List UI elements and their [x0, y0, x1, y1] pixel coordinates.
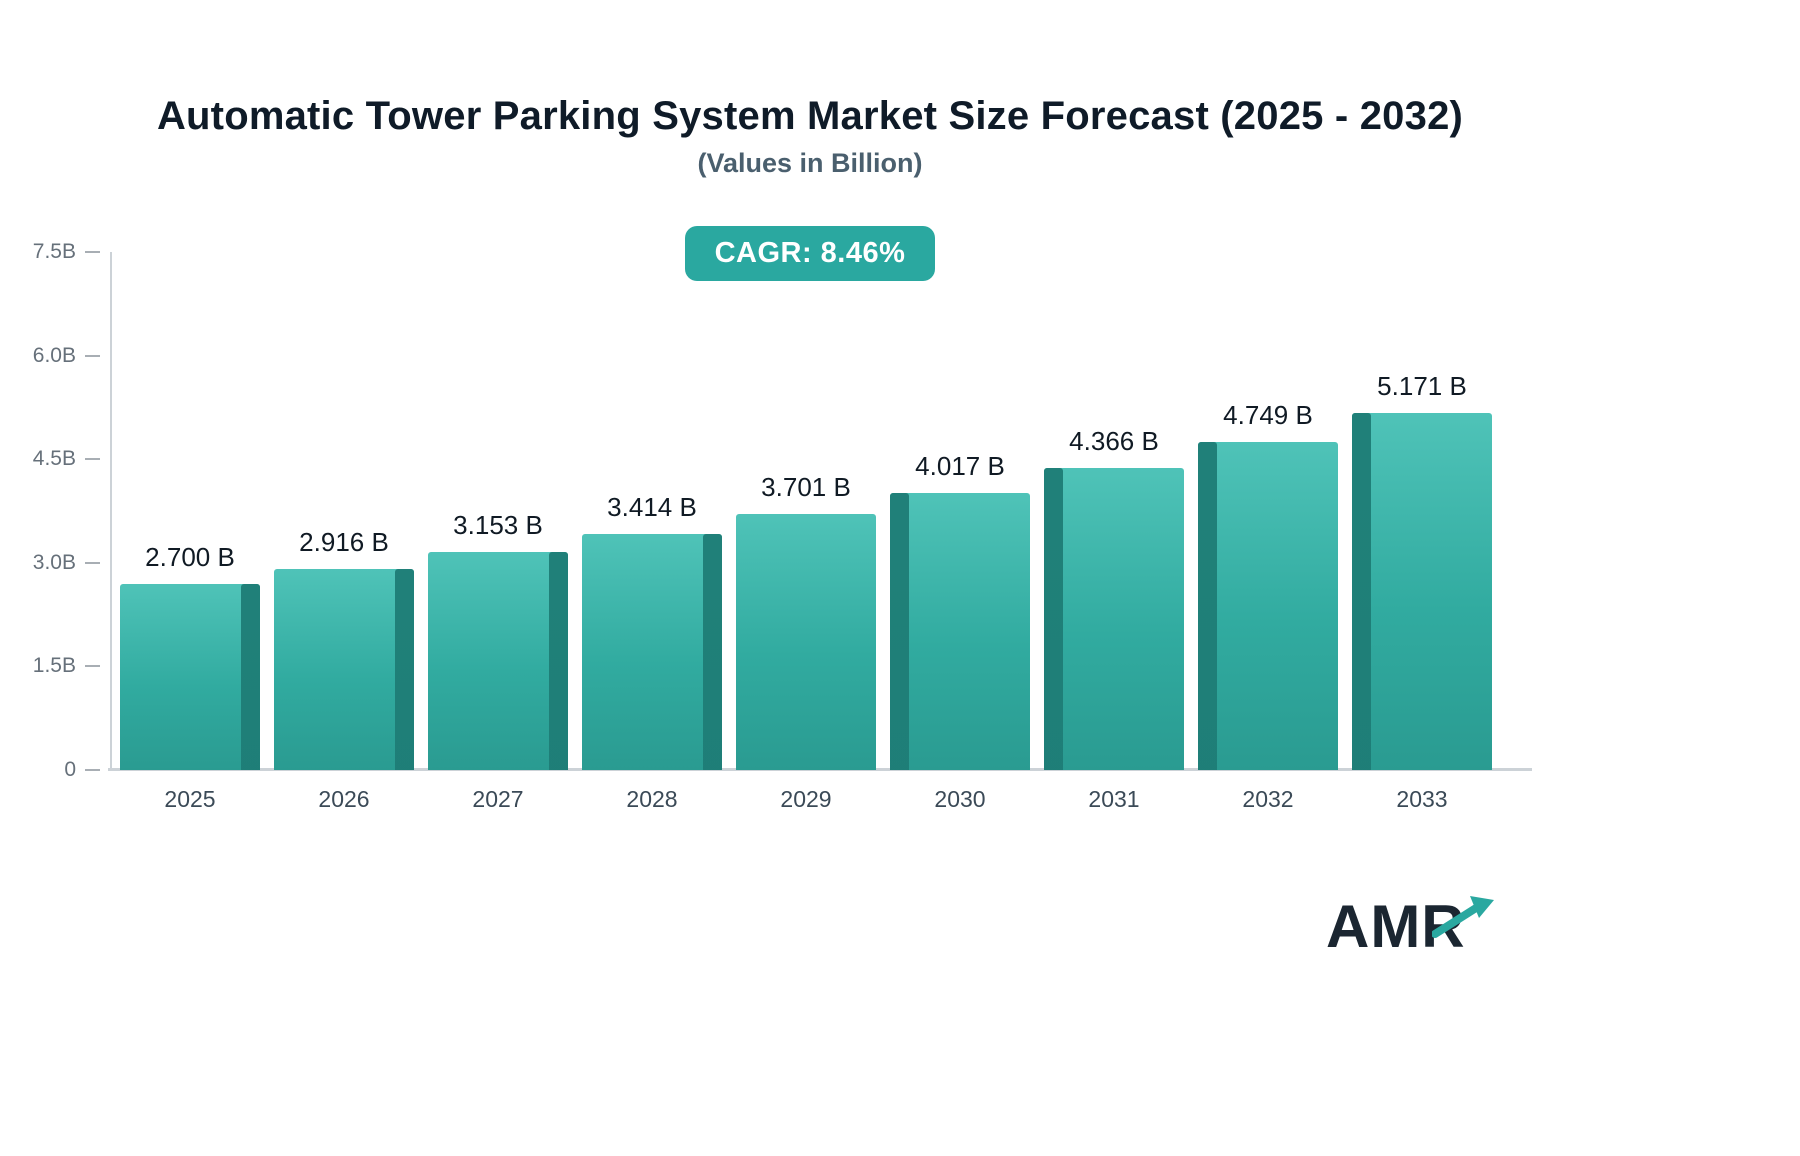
- x-axis-label: 2032: [1242, 786, 1294, 812]
- bar-value-label: 2.700 B: [145, 541, 235, 572]
- logo-arrow-icon: [1431, 895, 1494, 938]
- y-tick-mark: [85, 665, 100, 668]
- x-axis-label: 2027: [472, 786, 524, 812]
- x-axis-label: 2028: [626, 786, 678, 812]
- y-tick-label: 6.0B: [32, 343, 76, 367]
- x-axis-label: 2026: [318, 786, 370, 812]
- y-tick-mark: [85, 561, 100, 564]
- bar-value-label: 3.701 B: [761, 472, 851, 503]
- bar-shade: [395, 568, 414, 770]
- x-axis-label: 2029: [780, 786, 832, 812]
- x-axis-label: 2025: [164, 786, 216, 812]
- bar-2030: [890, 492, 1030, 770]
- chart-title: Automatic Tower Parking System Market Si…: [156, 94, 1464, 138]
- bar-2029: [736, 514, 876, 770]
- y-tick-mark: [85, 458, 100, 461]
- y-tick-label: 7.5B: [32, 240, 76, 263]
- badge-row: CAGR: 8.46%: [0, 226, 1620, 281]
- bar-value-label: 4.017 B: [915, 450, 1005, 481]
- cagr-badge: CAGR: 8.46%: [684, 226, 936, 281]
- x-axis-label: 2031: [1088, 786, 1140, 812]
- bar-shade: [241, 583, 260, 770]
- y-tick-label: 1.5B: [32, 654, 76, 678]
- bar-2025: [120, 583, 260, 770]
- bar-shade: [549, 552, 568, 770]
- x-axis-label: 2030: [934, 786, 986, 812]
- bar-2026: [274, 568, 414, 770]
- brand-logo: AMR: [1326, 892, 1496, 961]
- bar-shade: [890, 492, 909, 770]
- bar-value-label: 4.749 B: [1223, 400, 1313, 430]
- bar-value-label: 5.171 B: [1377, 370, 1467, 401]
- bar-value-label: 3.414 B: [607, 492, 697, 523]
- chart-subtitle: (Values in Billion): [697, 148, 923, 178]
- y-axis-line: [110, 252, 112, 770]
- bar-value-label: 3.153 B: [453, 510, 543, 541]
- bar-shade: [1044, 468, 1063, 770]
- x-axis-label: 2033: [1396, 786, 1448, 812]
- bar-shade: [1198, 442, 1217, 770]
- bar-2028: [582, 534, 722, 770]
- y-tick-label: 4.5B: [32, 447, 76, 471]
- y-tick-label: 3.0B: [32, 550, 76, 574]
- bar-2033: [1352, 412, 1492, 770]
- y-tick-mark: [85, 354, 100, 357]
- y-tick-label: 0: [64, 758, 76, 781]
- bar-shade: [703, 534, 722, 770]
- bar-2032: [1198, 442, 1338, 770]
- y-tick-mark: [85, 769, 100, 771]
- bar-shade: [1352, 412, 1371, 770]
- y-tick-mark: [85, 251, 100, 253]
- bar-2027: [428, 552, 568, 770]
- bar-2031: [1044, 468, 1184, 770]
- bar-value-label: 2.916 B: [299, 526, 389, 557]
- bar-value-label: 4.366 B: [1069, 426, 1159, 457]
